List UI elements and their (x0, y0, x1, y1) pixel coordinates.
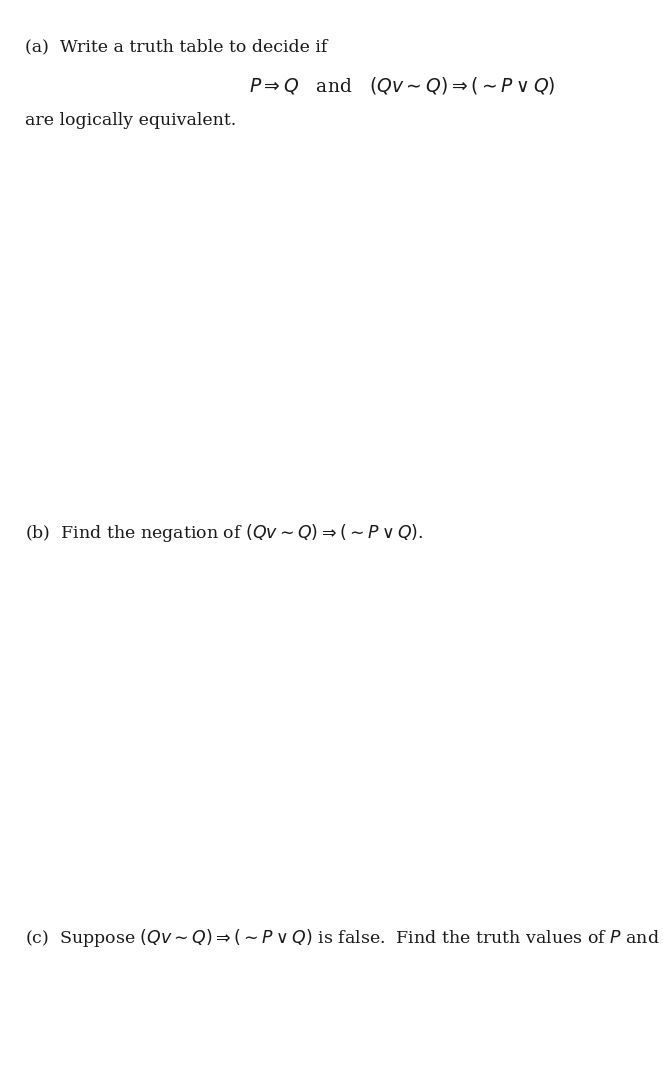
Text: are logically equivalent.: are logically equivalent. (25, 112, 237, 129)
Text: (c)  Suppose $(Qv {\sim} Q) \Rightarrow ({\sim} P \vee Q)$ is false.  Find the t: (c) Suppose $(Qv {\sim} Q) \Rightarrow (… (25, 927, 663, 948)
Text: $P \Rightarrow Q$   and   $(Qv {\sim} Q) \Rightarrow ({\sim} P \vee Q)$: $P \Rightarrow Q$ and $(Qv {\sim} Q) \Ri… (249, 75, 555, 97)
Text: (a)  Write a truth table to decide if: (a) Write a truth table to decide if (25, 39, 328, 56)
Text: (b)  Find the negation of $(Qv {\sim} Q) \Rightarrow ({\sim} P \vee Q)$.: (b) Find the negation of $(Qv {\sim} Q) … (25, 522, 424, 544)
